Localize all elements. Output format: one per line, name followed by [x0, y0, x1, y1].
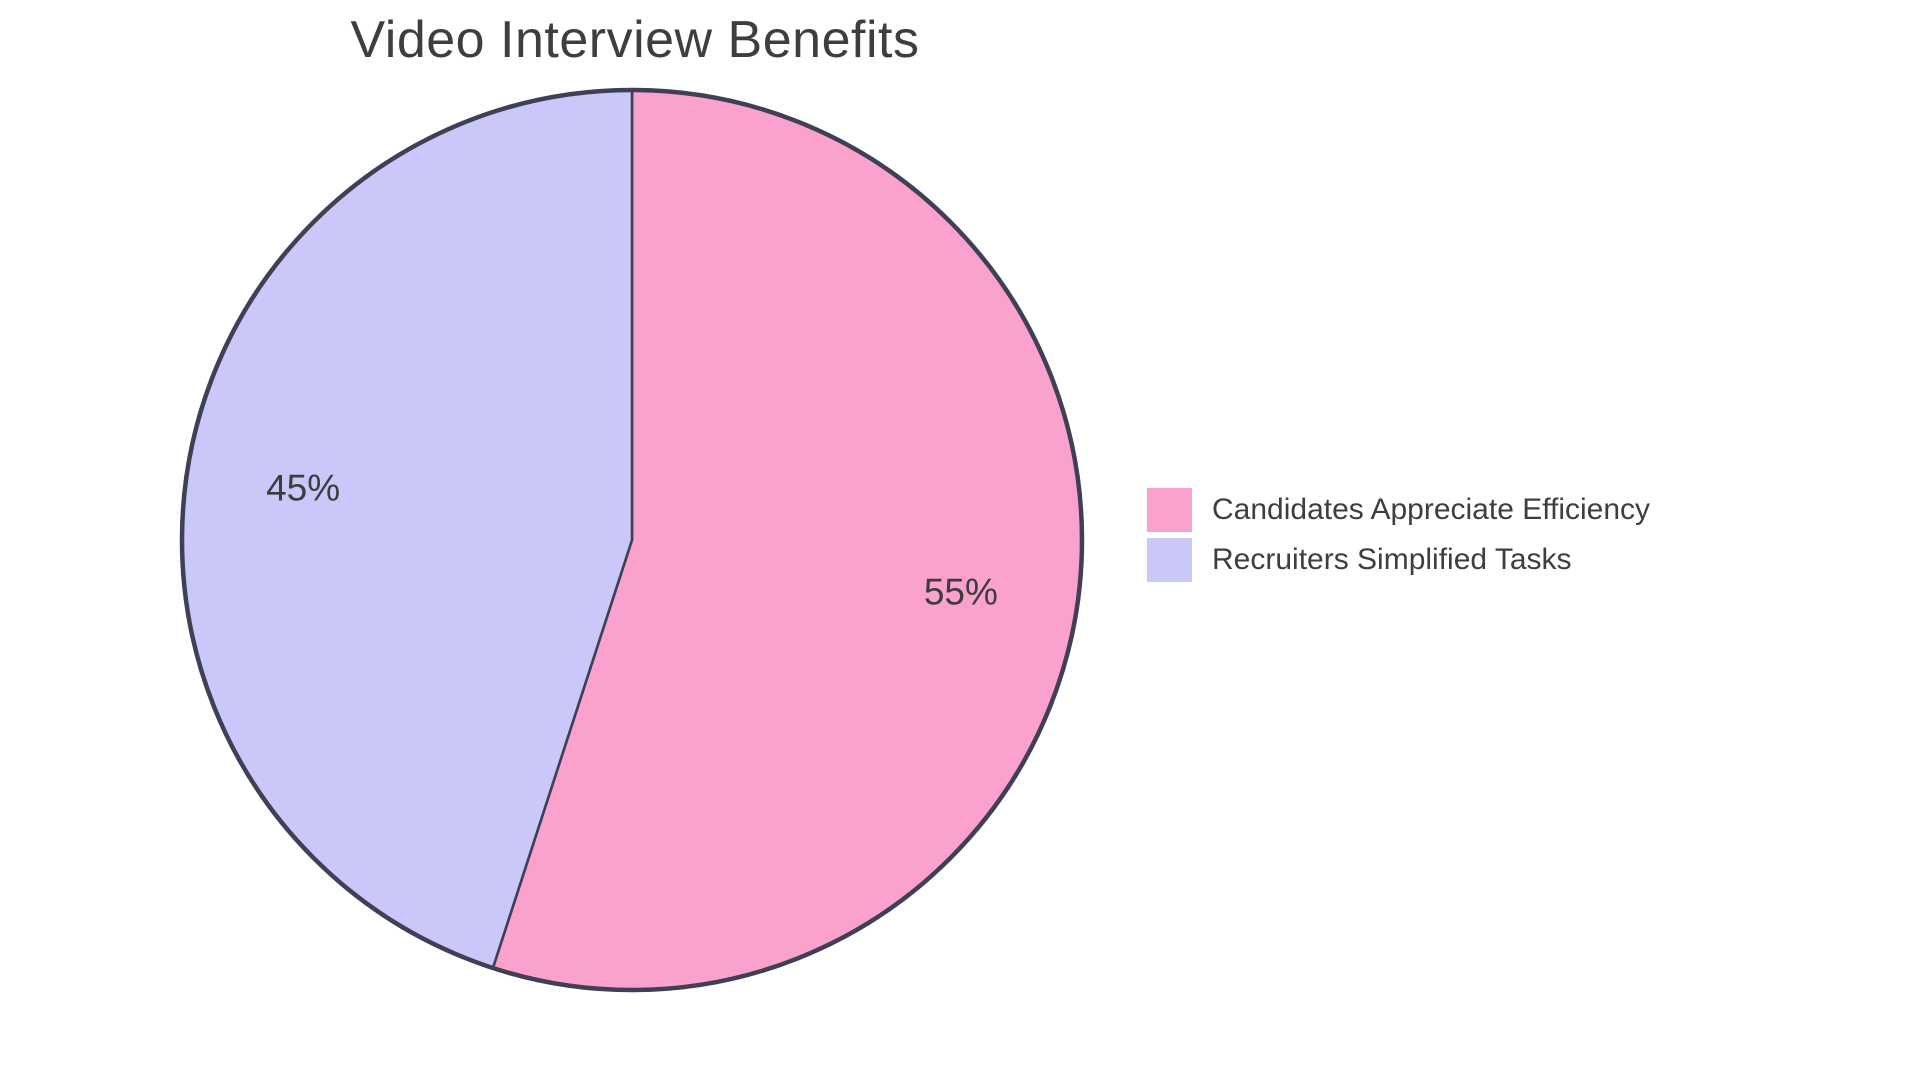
pie-percent-label: 55% — [924, 572, 998, 613]
legend-item-candidates[interactable]: Candidates Appreciate Efficiency — [1147, 488, 1650, 532]
legend-label: Recruiters Simplified Tasks — [1212, 543, 1572, 576]
pie-percent-label: 45% — [266, 467, 340, 508]
chart-legend: Candidates Appreciate Efficiency Recruit… — [1147, 488, 1650, 582]
pie-outline — [179, 87, 1085, 993]
legend-label: Candidates Appreciate Efficiency — [1212, 493, 1651, 526]
legend-swatch-pink — [1147, 488, 1192, 532]
legend-item-recruiters[interactable]: Recruiters Simplified Tasks — [1147, 538, 1650, 582]
legend-swatch-lavender — [1147, 538, 1192, 582]
chart-title: Video Interview Benefits — [350, 11, 920, 69]
